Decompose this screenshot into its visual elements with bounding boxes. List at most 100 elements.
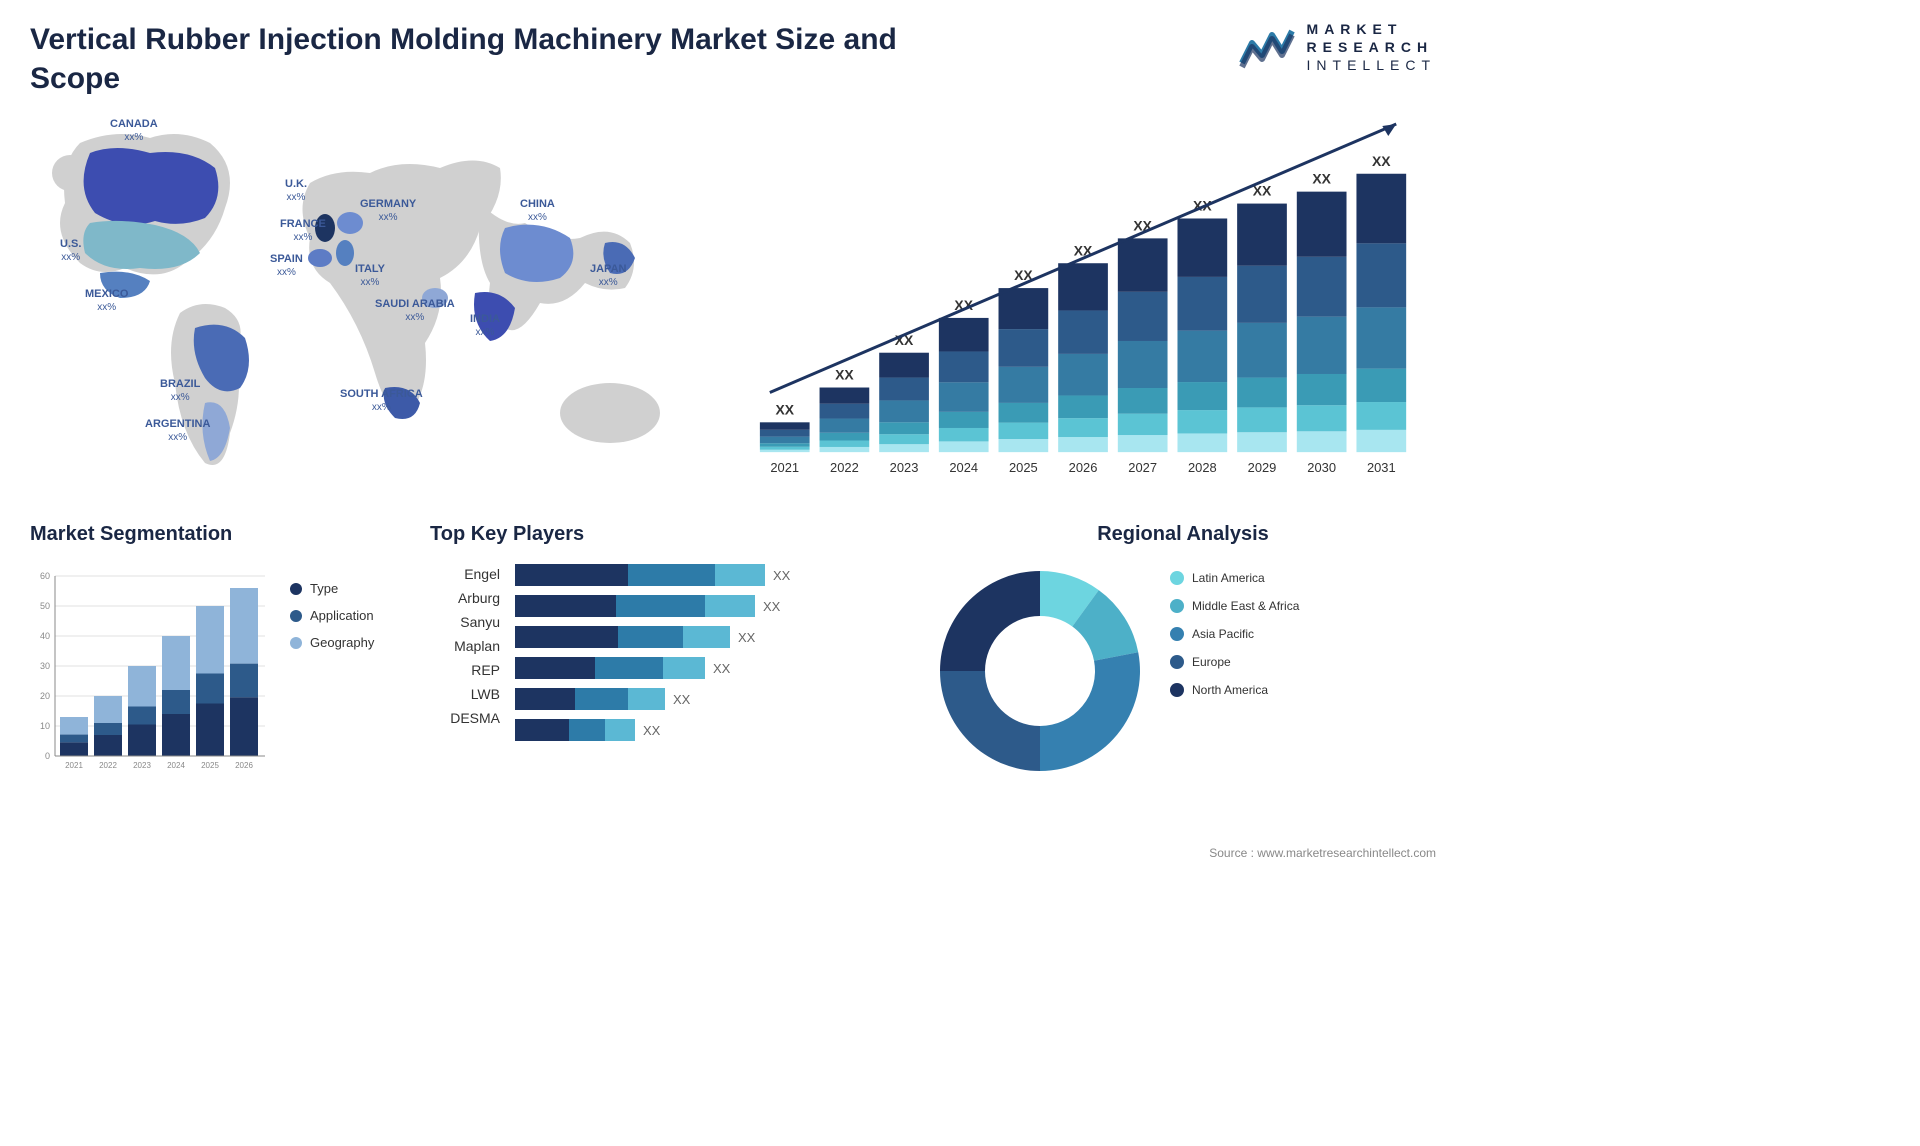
player-bar-row: XX <box>515 595 790 617</box>
player-name: LWB <box>430 686 500 702</box>
player-value: XX <box>673 692 690 707</box>
key-players-list: EngelArburgSanyuMaplanREPLWBDESMA <box>430 561 500 741</box>
svg-text:2022: 2022 <box>99 761 117 770</box>
header: Vertical Rubber Injection Molding Machin… <box>30 20 1436 98</box>
svg-text:0: 0 <box>45 751 50 761</box>
logo-icon <box>1237 23 1297 71</box>
svg-text:40: 40 <box>40 631 50 641</box>
player-value: XX <box>713 661 730 676</box>
legend-label: Asia Pacific <box>1192 627 1254 641</box>
region-legend-item: Asia Pacific <box>1170 627 1299 641</box>
legend-swatch <box>1170 627 1184 641</box>
player-name: REP <box>430 662 500 678</box>
player-name: DESMA <box>430 710 500 726</box>
svg-text:30: 30 <box>40 661 50 671</box>
svg-text:50: 50 <box>40 601 50 611</box>
svg-text:2028: 2028 <box>1188 460 1217 475</box>
player-bar <box>515 595 755 617</box>
forecast-chart-section: XXXXXXXXXXXXXXXXXXXXXX 20212022202320242… <box>740 113 1436 498</box>
map-label: ITALYxx% <box>355 263 385 289</box>
svg-text:60: 60 <box>40 571 50 581</box>
world-map <box>30 113 710 493</box>
svg-text:2030: 2030 <box>1307 460 1336 475</box>
legend-label: Middle East & Africa <box>1192 599 1299 613</box>
map-label: BRAZILxx% <box>160 378 200 404</box>
segmentation-legend: Type Application Geography <box>290 561 374 781</box>
key-players-section: Top Key Players EngelArburgSanyuMaplanRE… <box>430 523 910 781</box>
legend-swatch <box>1170 683 1184 697</box>
key-players-title: Top Key Players <box>430 523 910 546</box>
player-bar-row: XX <box>515 626 790 648</box>
legend-label: Application <box>310 608 374 623</box>
region-legend-item: Europe <box>1170 655 1299 669</box>
player-value: XX <box>773 568 790 583</box>
player-bar-row: XX <box>515 564 790 586</box>
svg-text:2027: 2027 <box>1128 460 1157 475</box>
regional-legend: Latin America Middle East & Africa Asia Pa… <box>1170 561 1299 781</box>
legend-item: Type <box>290 581 374 596</box>
legend-label: Latin America <box>1192 571 1265 585</box>
player-name: Sanyu <box>430 614 500 630</box>
legend-swatch <box>1170 571 1184 585</box>
svg-text:2024: 2024 <box>167 761 185 770</box>
logo: MARKET RESEARCH INTELLECT <box>1237 20 1436 75</box>
map-label: FRANCExx% <box>280 218 326 244</box>
svg-text:XX: XX <box>1312 171 1331 187</box>
svg-text:2021: 2021 <box>770 460 799 475</box>
map-label: MEXICOxx% <box>85 288 128 314</box>
legend-swatch <box>290 610 302 622</box>
svg-text:2024: 2024 <box>949 460 978 475</box>
map-label: ARGENTINAxx% <box>145 418 210 444</box>
player-name: Arburg <box>430 590 500 606</box>
region-legend-item: Middle East & Africa <box>1170 599 1299 613</box>
legend-label: Type <box>310 581 338 596</box>
regional-section: Regional Analysis Latin America Middle Ea… <box>930 523 1436 781</box>
map-label: U.S.xx% <box>60 238 81 264</box>
player-bar <box>515 688 665 710</box>
player-bar <box>515 564 765 586</box>
map-label: SPAINxx% <box>270 253 303 279</box>
legend-swatch <box>1170 655 1184 669</box>
legend-label: Europe <box>1192 655 1231 669</box>
segmentation-title: Market Segmentation <box>30 523 410 546</box>
map-label: SAUDI ARABIAxx% <box>375 298 455 324</box>
svg-text:2022: 2022 <box>830 460 859 475</box>
legend-swatch <box>290 583 302 595</box>
player-bar <box>515 626 730 648</box>
svg-text:XX: XX <box>835 367 854 383</box>
segmentation-chart: 0102030405060202120222023202420252026 <box>30 561 270 781</box>
segmentation-section: Market Segmentation 01020304050602021202… <box>30 523 410 781</box>
player-bar-row: XX <box>515 688 790 710</box>
legend-label: Geography <box>310 635 374 650</box>
map-label: JAPANxx% <box>590 263 626 289</box>
svg-text:2025: 2025 <box>1009 460 1038 475</box>
top-row: CANADAxx% U.S.xx% MEXICOxx% BRAZILxx% ARGENT… <box>30 113 1436 498</box>
player-value: XX <box>738 630 755 645</box>
svg-text:2023: 2023 <box>890 460 919 475</box>
map-label: U.K.xx% <box>285 178 307 204</box>
map-label: SOUTH AFRICAxx% <box>340 388 423 414</box>
svg-text:2029: 2029 <box>1248 460 1277 475</box>
svg-text:2023: 2023 <box>133 761 151 770</box>
logo-text: MARKET RESEARCH INTELLECT <box>1307 20 1436 75</box>
logo-line1: MARKET <box>1307 20 1436 38</box>
svg-text:2021: 2021 <box>65 761 83 770</box>
legend-swatch <box>1170 599 1184 613</box>
player-bar-row: XX <box>515 657 790 679</box>
page-title: Vertical Rubber Injection Molding Machin… <box>30 20 930 98</box>
key-players-bars: XX XX XX XX XX XX <box>515 561 790 741</box>
bottom-row: Market Segmentation 01020304050602021202… <box>30 523 1436 781</box>
logo-line3: INTELLECT <box>1307 56 1436 74</box>
logo-line2: RESEARCH <box>1307 38 1436 56</box>
svg-text:2026: 2026 <box>235 761 253 770</box>
map-label: CANADAxx% <box>110 118 158 144</box>
regional-title: Regional Analysis <box>930 523 1436 546</box>
map-label: CHINAxx% <box>520 198 555 224</box>
svg-text:2026: 2026 <box>1069 460 1098 475</box>
source-text: Source : www.marketresearchintellect.com <box>1209 846 1436 860</box>
svg-text:XX: XX <box>1372 153 1391 169</box>
player-value: XX <box>763 599 780 614</box>
player-bar <box>515 657 705 679</box>
player-value: XX <box>643 723 660 738</box>
player-bar-row: XX <box>515 719 790 741</box>
